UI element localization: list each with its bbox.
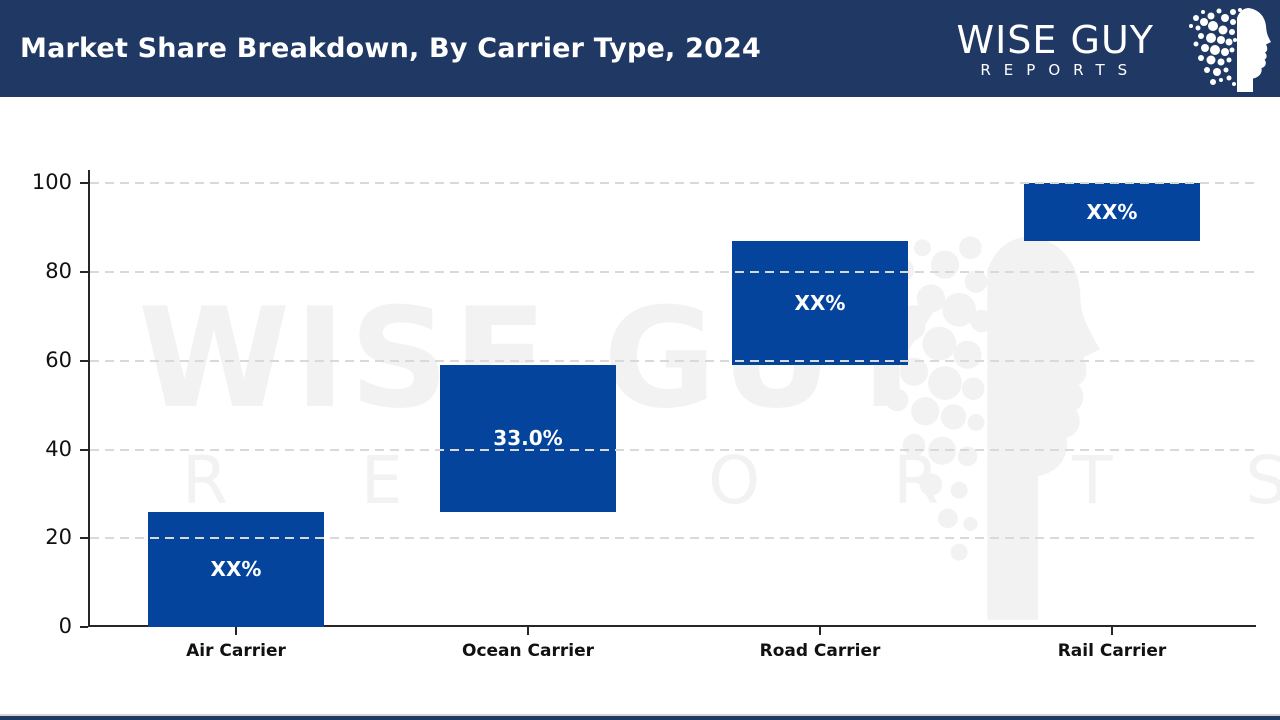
bar-rail-carrier	[1024, 183, 1200, 241]
gridline-40	[90, 448, 1256, 451]
header-bar: Market Share Breakdown, By Carrier Type,…	[0, 0, 1280, 97]
y-axis-tick-60	[80, 359, 88, 362]
wiseguy-logo: WISE GUY REPORTS	[957, 4, 1272, 94]
y-axis-tick-40	[80, 448, 88, 451]
x-axis-label-rail-carrier: Rail Carrier	[1057, 641, 1167, 661]
gridline-20	[90, 537, 1256, 540]
footer-divider	[0, 714, 1280, 716]
bar-value-label-road-carrier: XX%	[794, 291, 846, 316]
y-axis-tick-20	[80, 537, 88, 540]
x-axis-label-air-carrier: Air Carrier	[186, 641, 286, 661]
y-axis-label-0: 0	[58, 614, 72, 638]
y-axis-tick-80	[80, 271, 88, 274]
bar-air-carrier	[148, 511, 324, 627]
plot-area: WISE GUY R E P O R T S 0 20 40 60 80 100 XX% Ai…	[32, 170, 1280, 661]
logo-name-text: WISE GUY	[956, 17, 1154, 62]
bar-value-label-air-carrier: XX%	[210, 557, 262, 582]
y-axis-label-100: 100	[31, 170, 72, 195]
y-axis-label-80: 80	[45, 259, 72, 284]
y-axis-tick-0	[80, 626, 88, 628]
x-axis-label-ocean-carrier: Ocean Carrier	[461, 641, 595, 661]
logo-sub-text: REPORTS	[980, 60, 1141, 79]
logo-wordmark: WISE GUY REPORTS	[957, 21, 1154, 78]
y-axis-label-20: 20	[45, 525, 72, 550]
x-axis-tick-ocean-carrier	[527, 627, 529, 635]
x-axis-tick-rail-carrier	[1111, 627, 1113, 635]
bar-value-label-ocean-carrier: 33.0%	[493, 426, 563, 451]
y-axis-tick-100	[80, 182, 88, 185]
bar-value-label-rail-carrier: XX%	[1086, 200, 1138, 225]
x-axis-tick-road-carrier	[819, 627, 821, 635]
gridline-60	[90, 359, 1256, 362]
y-axis-label-40: 40	[45, 436, 72, 461]
x-axis-tick-air-carrier	[235, 627, 237, 635]
gridline-80	[90, 271, 1256, 274]
watermark-sub: R E P O R T S	[182, 442, 1280, 519]
x-axis-label-road-carrier: Road Carrier	[759, 641, 881, 661]
gridline-100	[90, 182, 1256, 185]
chart-title: Market Share Breakdown, By Carrier Type,…	[20, 33, 762, 64]
logo-head-icon	[1189, 8, 1271, 92]
bar-ocean-carrier	[440, 365, 616, 512]
y-axis-label-60: 60	[45, 347, 72, 372]
footer-bar	[0, 716, 1280, 720]
